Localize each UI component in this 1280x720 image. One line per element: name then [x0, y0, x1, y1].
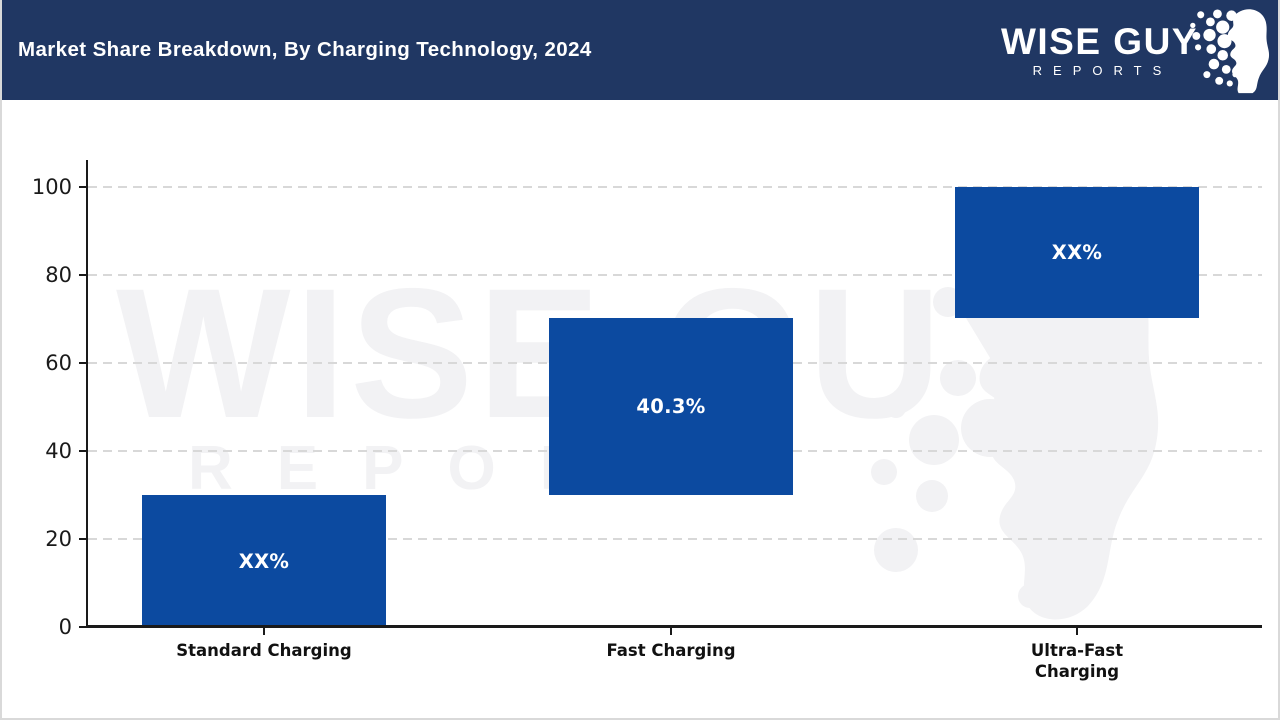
header-bar: Market Share Breakdown, By Charging Tech… — [0, 0, 1280, 100]
bar-fast-charging: 40.3% — [549, 317, 793, 495]
y-tick-label-80: 80 — [45, 263, 72, 287]
bar-value-label: XX% — [238, 549, 290, 573]
x-tick-label-0: Standard Charging — [176, 641, 352, 660]
gridline-y-100 — [88, 186, 1262, 188]
bar-value-label: 40.3% — [636, 394, 706, 418]
y-tick-label-100: 100 — [31, 175, 72, 199]
logo-reports-label: REPORTS — [1032, 63, 1173, 78]
logo-text: WISE GUY REPORTS — [1001, 23, 1198, 77]
x-tick-mark-1 — [670, 628, 672, 635]
bar-value-label: XX% — [1051, 240, 1103, 264]
x-tick-label-1: Fast Charging — [606, 641, 736, 660]
x-tick-mark-0 — [263, 628, 265, 635]
y-tick-mark-0 — [79, 626, 86, 628]
y-tick-mark-100 — [79, 186, 86, 188]
y-tick-label-20: 20 — [45, 527, 72, 551]
y-tick-mark-60 — [79, 362, 86, 364]
y-tick-mark-20 — [79, 538, 86, 540]
y-tick-mark-80 — [79, 274, 86, 276]
y-tick-label-40: 40 — [45, 439, 72, 463]
wise-guy-reports-logo: WISE GUY REPORTS — [1001, 4, 1272, 96]
logo-face-icon — [1190, 9, 1270, 94]
y-tick-label-0: 0 — [58, 615, 72, 639]
x-axis-spine — [86, 625, 1262, 628]
y-tick-label-60: 60 — [45, 351, 72, 375]
plot-area: 0 20 40 60 80 100 XX% 40.3% XX% Standard Charging… — [32, 160, 1262, 681]
y-axis-spine — [86, 160, 88, 627]
gridline-y-80 — [88, 274, 1262, 276]
y-tick-mark-40 — [79, 450, 86, 452]
logo-wiseguy-label: WISE GUY — [1000, 21, 1198, 62]
chart-title: Market Share Breakdown, By Charging Tech… — [18, 38, 592, 61]
bar-standard-charging: XX% — [142, 495, 386, 627]
x-tick-mark-2 — [1076, 628, 1078, 635]
gridline-y-20 — [88, 538, 1262, 540]
bar-ultra-fast-charging: XX% — [955, 187, 1199, 318]
x-tick-label-2: Ultra-Fast Charging — [1030, 641, 1124, 682]
